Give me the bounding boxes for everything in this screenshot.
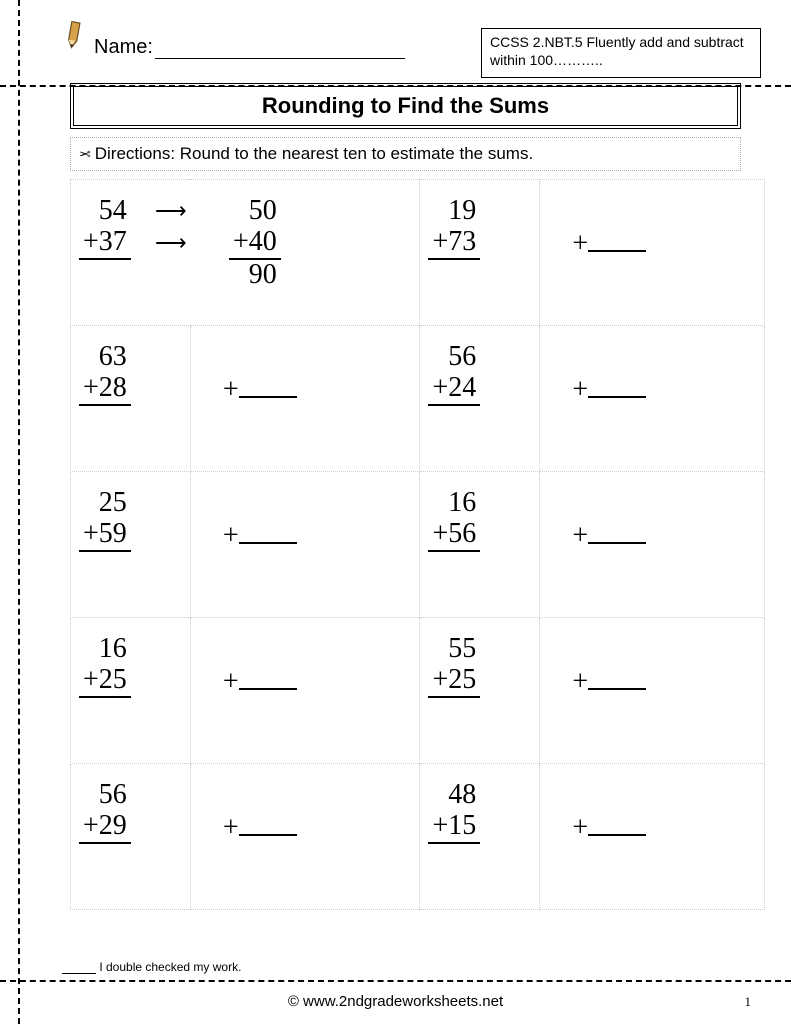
crop-mark-top [0, 85, 791, 87]
grid-row: 54 +37 ⟶ ⟶ 50 +40 90 19 +73 [71, 180, 765, 326]
estimate-blank[interactable]: + [223, 520, 297, 552]
check-text: I double checked my work. [99, 960, 241, 974]
addition-problem: 48 +15 [428, 780, 480, 844]
check-line[interactable] [62, 973, 96, 974]
worksheet-page: Name: CCSS 2.NBT.5 Fluently add and subt… [0, 0, 791, 1024]
estimate-cell[interactable]: + [190, 764, 420, 910]
grid-row: 56 +29 + 48 +15 + [71, 764, 765, 910]
problem-cell: 56 +29 [71, 764, 191, 910]
estimate-cell[interactable]: + [540, 180, 765, 326]
problem-cell: 48 +15 [420, 764, 540, 910]
estimate-blank[interactable]: + [223, 812, 297, 844]
estimate-cell[interactable]: + [540, 472, 765, 618]
directions-text: Directions: Round to the nearest ten to … [95, 144, 533, 163]
footer-check: I double checked my work. [62, 960, 241, 974]
problem-cell: 19 +73 [420, 180, 540, 326]
name-input-line[interactable] [155, 39, 405, 59]
problem-cell: 16 +56 [420, 472, 540, 618]
addition-problem: 19 +73 [428, 196, 480, 260]
crop-mark-bottom [0, 980, 791, 982]
estimate-blank[interactable]: + [223, 666, 297, 698]
arrow-icon: ⟶ [155, 198, 187, 224]
estimate-blank[interactable]: + [572, 812, 646, 844]
page-number: 1 [745, 994, 752, 1010]
problem-cell: 56 +24 [420, 326, 540, 472]
footer-copyright: © www.2ndgradeworksheets.net [0, 993, 791, 1010]
addition-problem: 25 +59 [79, 488, 131, 552]
arrow-icon: ⟶ [155, 230, 187, 256]
addition-problem: 16 +56 [428, 488, 480, 552]
addition-problem: 56 +24 [428, 342, 480, 406]
title-box: Rounding to Find the Sums [70, 83, 741, 129]
addition-problem: 63 +28 [79, 342, 131, 406]
estimate-cell[interactable]: + [540, 326, 765, 472]
estimate-cell[interactable]: + [190, 618, 420, 764]
crop-mark-left [18, 0, 20, 1024]
example-rounded: 50 +40 90 [229, 196, 281, 290]
addition-problem: 16 +25 [79, 634, 131, 698]
name-label-text: Name: [94, 36, 153, 58]
estimate-blank[interactable]: + [572, 374, 646, 406]
estimate-blank[interactable]: + [572, 520, 646, 552]
estimate-cell[interactable]: + [190, 472, 420, 618]
estimate-blank[interactable]: + [223, 374, 297, 406]
directions-box: ✂Directions: Round to the nearest ten to… [70, 137, 741, 171]
standard-box: CCSS 2.NBT.5 Fluently add and subtract w… [481, 28, 761, 78]
problem-cell: 16 +25 [71, 618, 191, 764]
example-cell: 54 +37 ⟶ ⟶ 50 +40 90 [71, 180, 420, 326]
grid-row: 16 +25 + 55 +25 + [71, 618, 765, 764]
estimate-blank[interactable]: + [572, 666, 646, 698]
problem-cell: 63 +28 [71, 326, 191, 472]
problems-grid: 54 +37 ⟶ ⟶ 50 +40 90 19 +73 [70, 179, 765, 910]
estimate-cell[interactable]: + [540, 618, 765, 764]
problem-cell: 25 +59 [71, 472, 191, 618]
scissors-icon: ✂ [79, 146, 91, 163]
problem-cell: 55 +25 [420, 618, 540, 764]
pencil-icon [54, 13, 94, 54]
addition-problem: 56 +29 [79, 780, 131, 844]
example-original: 54 +37 [79, 196, 131, 260]
estimate-cell[interactable]: + [540, 764, 765, 910]
grid-row: 25 +59 + 16 +56 + [71, 472, 765, 618]
grid-row: 63 +28 + 56 +24 + [71, 326, 765, 472]
estimate-cell[interactable]: + [190, 326, 420, 472]
estimate-blank[interactable]: + [572, 228, 646, 260]
name-label: Name: [94, 36, 405, 59]
addition-problem: 55 +25 [428, 634, 480, 698]
